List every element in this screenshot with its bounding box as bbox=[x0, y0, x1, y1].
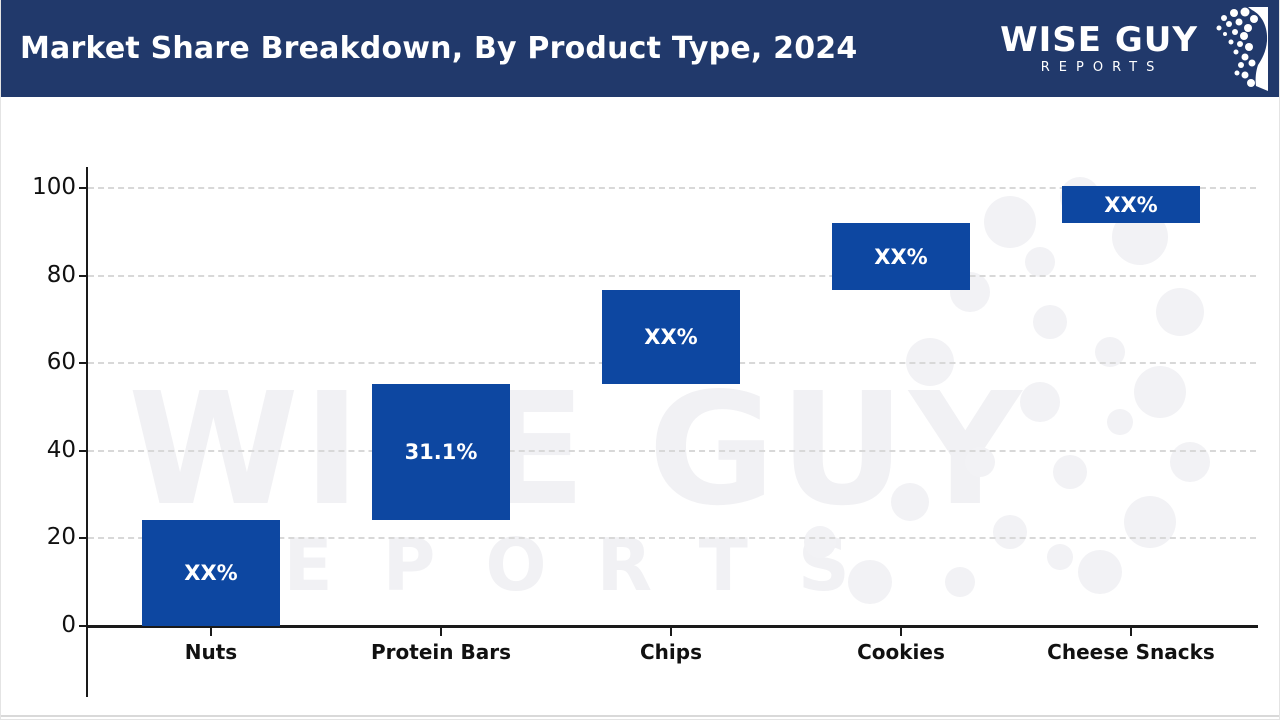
y-tick-label-100: 100 bbox=[32, 174, 76, 200]
category-label-3: Cookies bbox=[857, 640, 945, 664]
chart-area: WISE GUY REPORTS 0 20 40 60 80 100 XX% Nuts 31.1… bbox=[0, 97, 1280, 720]
y-tick-label-0: 0 bbox=[61, 612, 76, 638]
gridline-100 bbox=[88, 187, 1256, 189]
bar-nuts: XX% bbox=[142, 520, 280, 626]
bar-value-label: 31.1% bbox=[404, 439, 478, 464]
gridline-20 bbox=[88, 537, 1256, 540]
header-bar: Market Share Breakdown, By Product Type,… bbox=[0, 0, 1280, 97]
brand-subtitle: REPORTS bbox=[1040, 59, 1164, 75]
x-tick-1 bbox=[440, 628, 442, 636]
x-tick-3 bbox=[900, 628, 902, 636]
gridline-40 bbox=[88, 449, 1256, 452]
y-tick-label-40: 40 bbox=[46, 436, 76, 463]
y-tick-20 bbox=[79, 537, 87, 540]
x-axis-line bbox=[86, 625, 1258, 628]
y-tick-60 bbox=[79, 362, 87, 365]
y-axis-line bbox=[86, 167, 88, 697]
bar-value-label: XX% bbox=[644, 325, 698, 350]
y-tick-40 bbox=[79, 449, 87, 452]
watermark-text-secondary: REPORTS bbox=[178, 523, 900, 607]
category-label-2: Chips bbox=[640, 640, 702, 664]
bar-value-label: XX% bbox=[874, 244, 928, 269]
gridline-80 bbox=[88, 274, 1256, 277]
bar-cookies: XX% bbox=[832, 223, 970, 291]
bar-protein-bars: 31.1% bbox=[372, 383, 510, 520]
watermark-text-primary: WISE GUY bbox=[128, 359, 1026, 540]
bar-value-label: XX% bbox=[184, 560, 238, 585]
category-label-0: Nuts bbox=[184, 640, 238, 664]
page-title: Market Share Breakdown, By Product Type,… bbox=[20, 31, 858, 66]
y-tick-label-60: 60 bbox=[46, 349, 76, 376]
x-tick-4 bbox=[1130, 628, 1132, 636]
brand-logo-text: WISE GUY REPORTS bbox=[1000, 20, 1198, 75]
bottom-border bbox=[0, 715, 1280, 717]
y-tick-0 bbox=[79, 625, 87, 627]
y-tick-label-80: 80 bbox=[46, 261, 76, 288]
bar-value-label: XX% bbox=[1104, 192, 1158, 217]
brand-logo: WISE GUY REPORTS bbox=[1000, 6, 1268, 92]
y-tick-100 bbox=[79, 187, 87, 189]
brand-name: WISE GUY bbox=[1000, 20, 1198, 61]
y-tick-80 bbox=[79, 274, 87, 277]
x-tick-0 bbox=[210, 628, 212, 636]
bar-chips: XX% bbox=[602, 290, 740, 384]
category-label-4: Cheese Snacks bbox=[1047, 640, 1215, 664]
y-tick-label-20: 20 bbox=[46, 524, 76, 551]
face-dots-logo-icon bbox=[1216, 7, 1268, 91]
bar-cheese-snacks: XX% bbox=[1062, 186, 1200, 224]
category-label-1: Protein Bars bbox=[371, 640, 511, 664]
x-tick-2 bbox=[670, 628, 672, 636]
